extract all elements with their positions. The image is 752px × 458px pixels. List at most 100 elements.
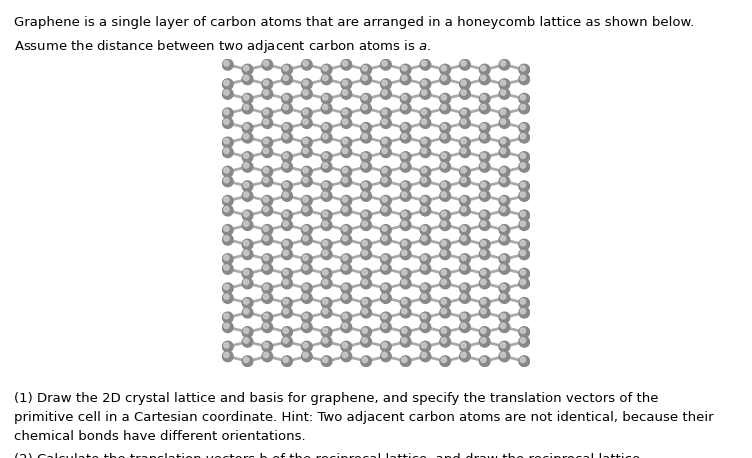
Circle shape xyxy=(402,192,407,197)
Text: Assume the distance between two adjacent carbon atoms is $a$.: Assume the distance between two adjacent… xyxy=(14,38,431,55)
Circle shape xyxy=(381,283,391,294)
Circle shape xyxy=(440,162,450,172)
Circle shape xyxy=(421,352,426,358)
Circle shape xyxy=(283,250,289,256)
Circle shape xyxy=(520,192,526,197)
Circle shape xyxy=(223,234,233,245)
Circle shape xyxy=(400,181,411,191)
Circle shape xyxy=(323,270,328,275)
Circle shape xyxy=(441,104,447,110)
Circle shape xyxy=(481,212,486,217)
Circle shape xyxy=(402,279,407,285)
Circle shape xyxy=(283,65,289,71)
Circle shape xyxy=(341,108,352,119)
Circle shape xyxy=(361,132,371,143)
Circle shape xyxy=(400,123,411,133)
Circle shape xyxy=(520,75,526,81)
Circle shape xyxy=(382,265,387,270)
Circle shape xyxy=(382,90,387,95)
Circle shape xyxy=(440,210,450,221)
Circle shape xyxy=(499,205,510,216)
Circle shape xyxy=(461,226,466,231)
Circle shape xyxy=(402,221,407,226)
Circle shape xyxy=(441,328,447,333)
Circle shape xyxy=(303,343,308,348)
Circle shape xyxy=(323,299,328,304)
Circle shape xyxy=(520,65,526,71)
Circle shape xyxy=(323,250,328,256)
Circle shape xyxy=(479,103,490,114)
Circle shape xyxy=(441,240,447,246)
Circle shape xyxy=(481,65,486,71)
Circle shape xyxy=(361,64,371,75)
Circle shape xyxy=(420,147,431,158)
Circle shape xyxy=(244,134,249,139)
Circle shape xyxy=(499,147,510,158)
Circle shape xyxy=(302,283,312,294)
Circle shape xyxy=(461,207,466,212)
Circle shape xyxy=(501,343,506,348)
Circle shape xyxy=(224,138,229,144)
Circle shape xyxy=(321,152,332,163)
Circle shape xyxy=(420,166,431,177)
Circle shape xyxy=(382,177,387,183)
Circle shape xyxy=(420,234,431,245)
Circle shape xyxy=(224,90,229,95)
Circle shape xyxy=(440,337,450,347)
Circle shape xyxy=(362,221,368,226)
Circle shape xyxy=(381,79,391,89)
Circle shape xyxy=(519,181,529,191)
Circle shape xyxy=(283,299,289,304)
Circle shape xyxy=(262,293,273,303)
Circle shape xyxy=(321,191,332,202)
Circle shape xyxy=(323,221,328,226)
Circle shape xyxy=(461,236,466,241)
Circle shape xyxy=(244,182,249,188)
Circle shape xyxy=(224,255,229,261)
Circle shape xyxy=(421,343,426,348)
Circle shape xyxy=(499,312,510,323)
Circle shape xyxy=(242,220,253,230)
Circle shape xyxy=(282,298,293,308)
Circle shape xyxy=(499,351,510,362)
Circle shape xyxy=(283,75,289,81)
Circle shape xyxy=(362,279,368,285)
Circle shape xyxy=(381,322,391,333)
Circle shape xyxy=(421,119,426,125)
Circle shape xyxy=(223,176,233,187)
Circle shape xyxy=(342,323,347,328)
Circle shape xyxy=(242,74,253,85)
Circle shape xyxy=(282,337,293,347)
Circle shape xyxy=(481,163,486,168)
Circle shape xyxy=(342,197,347,202)
Circle shape xyxy=(361,162,371,172)
Circle shape xyxy=(440,64,450,75)
Circle shape xyxy=(283,357,289,363)
Circle shape xyxy=(382,323,387,328)
Circle shape xyxy=(461,323,466,328)
Circle shape xyxy=(420,341,431,352)
Text: primitive cell in a Cartesian coordinate. Hint: Two adjacent carbon atoms are no: primitive cell in a Cartesian coordinate… xyxy=(14,411,713,424)
Circle shape xyxy=(381,263,391,274)
Circle shape xyxy=(501,226,506,231)
Circle shape xyxy=(283,279,289,285)
Circle shape xyxy=(303,226,308,231)
Circle shape xyxy=(323,124,328,129)
Circle shape xyxy=(224,177,229,183)
Circle shape xyxy=(461,119,466,125)
Circle shape xyxy=(321,93,332,104)
Circle shape xyxy=(262,263,273,274)
Circle shape xyxy=(479,298,490,308)
Circle shape xyxy=(242,356,253,366)
Circle shape xyxy=(224,226,229,231)
Circle shape xyxy=(479,64,490,75)
Circle shape xyxy=(499,176,510,187)
Circle shape xyxy=(263,313,268,319)
Circle shape xyxy=(400,64,411,75)
Circle shape xyxy=(224,197,229,202)
Circle shape xyxy=(520,212,526,217)
Circle shape xyxy=(224,119,229,125)
Circle shape xyxy=(302,205,312,216)
Circle shape xyxy=(361,123,371,133)
Circle shape xyxy=(520,250,526,256)
